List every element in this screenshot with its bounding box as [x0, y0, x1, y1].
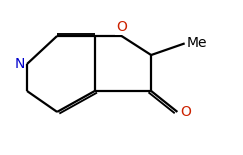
- Text: Me: Me: [187, 36, 208, 50]
- Text: O: O: [116, 20, 127, 34]
- Text: N: N: [14, 57, 25, 71]
- Text: O: O: [180, 105, 191, 119]
